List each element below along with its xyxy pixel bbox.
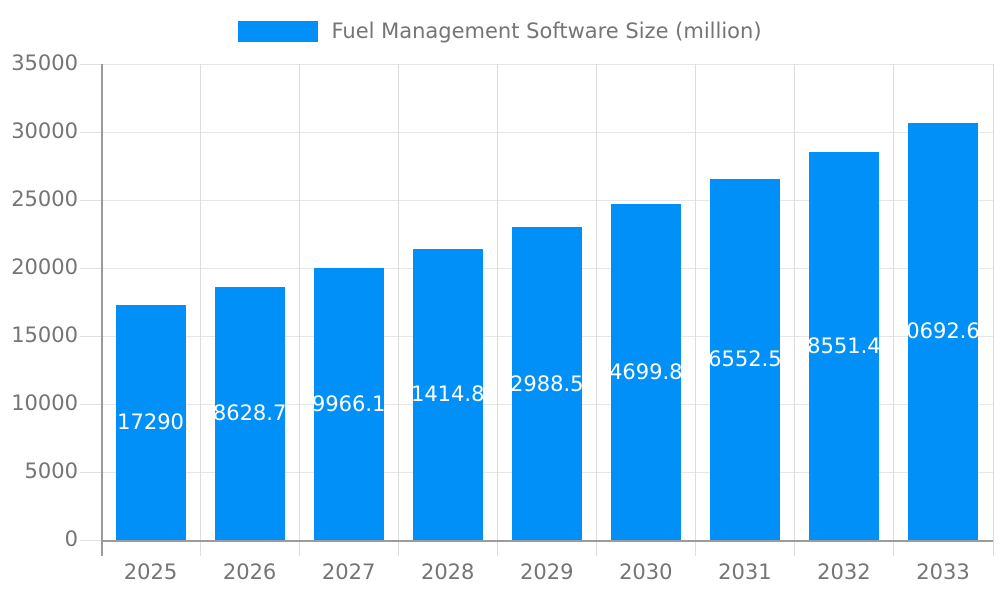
y-axis-tick-label: 15000	[11, 323, 78, 347]
bar-value-label: 8551.4	[808, 333, 879, 358]
x-gridline	[695, 64, 697, 556]
y-axis-tick-label: 25000	[11, 187, 78, 211]
x-gridline	[794, 64, 796, 556]
x-gridline	[497, 64, 499, 556]
chart-legend[interactable]: Fuel Management Software Size (million)	[0, 18, 1000, 45]
x-axis-tick-label: 2026	[222, 560, 277, 584]
x-axis-line	[101, 540, 993, 542]
bar-2028[interactable]: 1414.8	[412, 248, 483, 540]
y-tick-mark	[80, 268, 101, 269]
x-axis-tick-label: 2030	[619, 560, 673, 584]
x-axis-tick-label: 2033	[916, 560, 970, 584]
x-gridline	[596, 64, 598, 556]
y-gridline	[101, 200, 993, 201]
y-axis-tick-label: 20000	[11, 255, 78, 279]
bar-2030[interactable]: 4699.8	[610, 204, 681, 540]
bar-value-label: 0692.6	[907, 319, 978, 344]
bar-value-label: 2988.5	[511, 371, 582, 396]
bar-value-label: 9966.1	[313, 392, 384, 417]
x-axis-tick-label: 2031	[718, 560, 772, 584]
bar-2031[interactable]: 6552.5	[709, 178, 780, 540]
legend-swatch	[238, 21, 319, 42]
y-axis-tick-label: 5000	[24, 459, 78, 483]
x-axis-tick-label: 2032	[817, 560, 871, 584]
x-axis-tick-label: 2025	[123, 560, 178, 584]
x-axis-tick-label: 2027	[321, 560, 376, 584]
bar-2025[interactable]: 17290	[115, 304, 186, 540]
x-gridline	[893, 64, 895, 556]
x-gridline	[992, 64, 994, 556]
y-tick-mark	[80, 404, 101, 405]
x-gridline	[200, 64, 202, 556]
y-axis-tick-label: 0	[64, 527, 78, 551]
x-gridline	[398, 64, 400, 556]
y-tick-mark	[80, 200, 101, 201]
bar-value-label: 17290	[117, 410, 184, 435]
x-axis-tick-label: 2029	[520, 560, 574, 584]
y-axis-line	[101, 64, 103, 556]
bar-value-label: 1414.8	[412, 382, 483, 407]
y-tick-mark	[80, 336, 101, 337]
bar-2026[interactable]: 8628.7	[214, 286, 285, 540]
y-tick-mark	[80, 540, 101, 541]
bar-2032[interactable]: 8551.4	[808, 151, 879, 540]
y-gridline	[101, 132, 993, 133]
bar-value-label: 8628.7	[214, 401, 285, 426]
bar-2027[interactable]: 9966.1	[313, 268, 384, 540]
bar-value-label: 4699.8	[610, 360, 681, 385]
y-tick-mark	[80, 132, 101, 133]
legend-label: Fuel Management Software Size (million)	[331, 19, 762, 43]
y-axis-tick-label: 10000	[11, 391, 78, 415]
bar-value-label: 6552.5	[709, 347, 780, 372]
bar-2033[interactable]: 0692.6	[907, 122, 978, 540]
y-axis-tick-label: 35000	[11, 51, 78, 75]
x-axis-tick-label: 2028	[420, 560, 475, 584]
y-gridline	[101, 64, 993, 65]
bar-2029[interactable]: 2988.5	[511, 227, 582, 540]
y-axis-tick-label: 30000	[11, 119, 78, 143]
y-tick-mark	[80, 64, 101, 65]
y-tick-mark	[80, 472, 101, 473]
x-gridline	[299, 64, 301, 556]
